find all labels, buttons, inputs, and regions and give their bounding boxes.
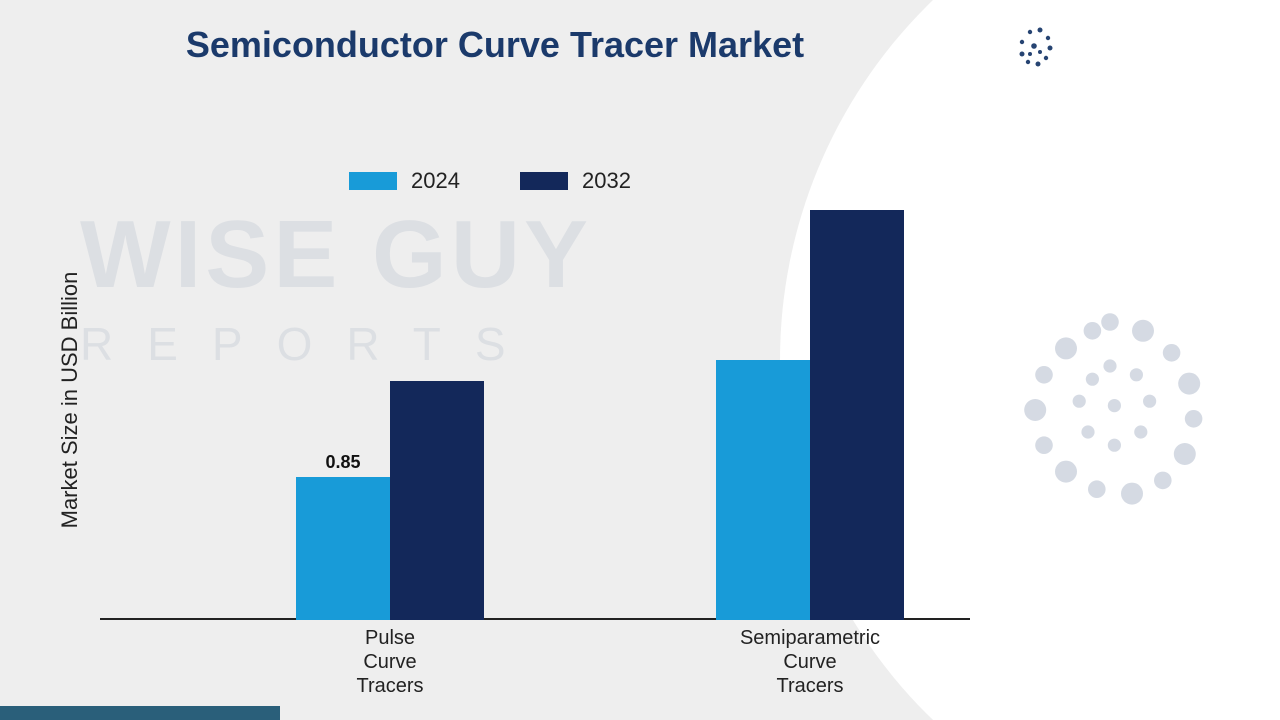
legend-item: 2032: [520, 168, 631, 194]
chart-title: Semiconductor Curve Tracer Market: [50, 24, 940, 66]
brand-line1b: GUY: [1181, 16, 1258, 54]
bar: [390, 381, 484, 620]
legend-label: 2032: [582, 168, 631, 194]
bottom-accent-bar: [0, 706, 280, 720]
legend-item: 2024: [349, 168, 460, 194]
legend: 2024 2032: [0, 168, 980, 196]
bar: [810, 210, 904, 620]
category-label: PulseCurveTracers: [290, 626, 490, 698]
y-axis-label: Market Size in USD Billion: [57, 272, 83, 529]
legend-swatch: [349, 172, 397, 190]
plot-area: 0.85PulseCurveTracersSemiparametricCurve…: [100, 200, 970, 620]
legend-swatch: [520, 172, 568, 190]
bar-value-label: 0.85: [325, 452, 360, 473]
brand-logo: WISEGUY REPORTS: [1090, 18, 1258, 70]
brand-line2: REPORTS: [1090, 56, 1258, 70]
brand-line1a: WISE: [1090, 16, 1181, 54]
chart-canvas: WISE GUY REPORTS WISEGUY REPORTS: [0, 0, 1280, 720]
brand-head-icon: [1000, 12, 1070, 92]
legend-label: 2024: [411, 168, 460, 194]
bar: 0.85: [296, 477, 390, 620]
bar: [716, 360, 810, 620]
category-label: SemiparametricCurveTracers: [710, 626, 910, 698]
